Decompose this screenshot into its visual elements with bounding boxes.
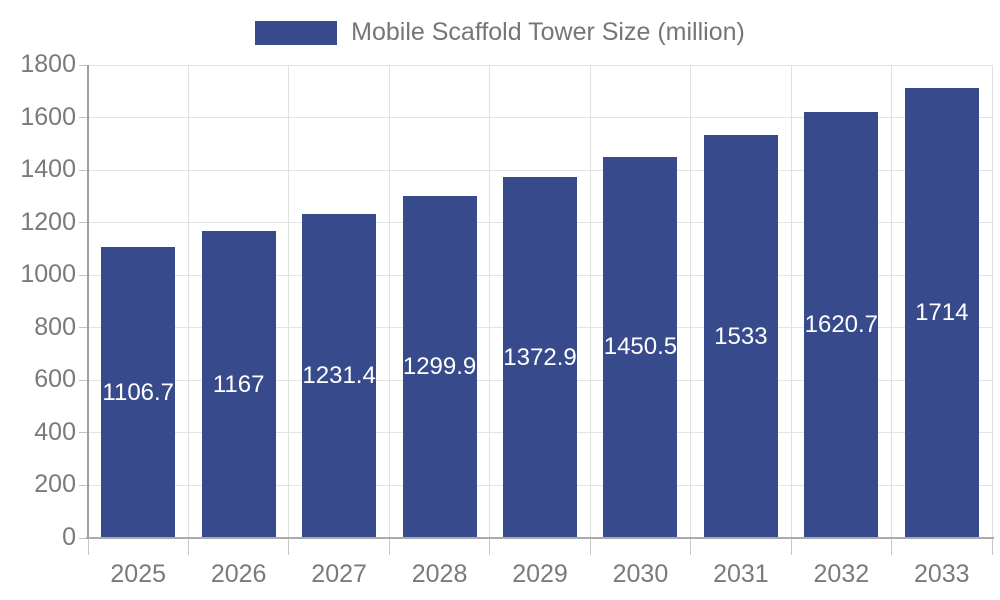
- x-axis-tick: [187, 538, 189, 555]
- plot-area: 0 200 400 600 800 1000 1200 1400 1600 1800 1106.7 2…: [20, 52, 994, 587]
- bar-value-label: 1533: [714, 322, 768, 350]
- y-axis-tick: [79, 537, 88, 539]
- x-tick-label: 2029: [512, 560, 568, 588]
- gridline-vertical: [690, 65, 692, 538]
- bar-value-label: 1620.7: [804, 311, 879, 339]
- x-axis-tick: [790, 538, 792, 555]
- y-tick-label: 800: [34, 312, 76, 341]
- x-tick-label: 2033: [913, 560, 970, 588]
- y-axis-tick: [79, 169, 88, 171]
- bar-2027[interactable]: 1231.4: [302, 214, 377, 538]
- legend-item[interactable]: Mobile Scaffold Tower Size (million): [0, 20, 1000, 45]
- gridline-vertical: [891, 65, 893, 538]
- y-axis-tick: [79, 432, 88, 434]
- bar-2031[interactable]: 1533: [703, 135, 778, 538]
- y-tick-label: 200: [34, 470, 76, 499]
- bar-2029[interactable]: 1372.9: [503, 177, 577, 538]
- bar-2032[interactable]: 1620.7: [804, 112, 879, 538]
- bar-value-label: 1167: [212, 370, 265, 398]
- y-tick-label: 1000: [20, 260, 76, 289]
- x-tick-label: 2025: [110, 560, 167, 588]
- x-axis-line: [86, 537, 994, 539]
- bar-value-label: 1714: [915, 298, 969, 326]
- gridline-vertical: [288, 65, 290, 538]
- gridline-vertical: [790, 65, 792, 538]
- x-axis-tick: [288, 538, 290, 555]
- y-tick-label: 1800: [20, 50, 76, 78]
- gridline-vertical: [991, 65, 993, 538]
- bar-2033[interactable]: 1714: [904, 87, 979, 538]
- gridline-vertical: [489, 65, 491, 538]
- x-axis-tick: [991, 538, 993, 555]
- x-axis-tick: [891, 538, 893, 555]
- legend-label: Mobile Scaffold Tower Size (million): [351, 18, 745, 46]
- y-tick-label: 0: [62, 523, 76, 551]
- x-axis-tick: [388, 538, 390, 555]
- y-axis-tick: [79, 64, 88, 66]
- y-axis-tick: [79, 117, 88, 119]
- legend-swatch: [255, 20, 338, 45]
- x-axis-tick: [589, 538, 591, 555]
- x-tick-label: 2030: [612, 560, 669, 588]
- y-axis-tick: [79, 484, 88, 486]
- y-axis-tick: [79, 274, 88, 276]
- y-axis-tick: [79, 222, 88, 224]
- x-tick-label: 2031: [713, 560, 769, 588]
- bar-value-label: 1299.9: [402, 353, 477, 381]
- y-tick-label: 1400: [20, 155, 76, 184]
- gridline-horizontal: [88, 169, 992, 171]
- bar-value-label: 1106.7: [102, 378, 175, 406]
- bar-2025[interactable]: 1106.7: [101, 247, 176, 538]
- x-tick-label: 2027: [311, 560, 367, 588]
- gridline-vertical: [589, 65, 591, 538]
- x-axis-tick: [489, 538, 491, 555]
- x-tick-label: 2028: [411, 560, 468, 588]
- y-tick-label: 400: [34, 417, 76, 446]
- y-tick-label: 1600: [20, 102, 76, 131]
- y-axis-line: [87, 65, 89, 538]
- bar-value-label: 1372.9: [503, 343, 577, 371]
- bar-value-label: 1231.4: [302, 362, 376, 390]
- y-axis-tick: [79, 379, 88, 381]
- y-axis-tick: [79, 327, 88, 329]
- gridline-vertical: [187, 65, 189, 538]
- x-axis-tick: [690, 538, 692, 555]
- y-tick-label: 1200: [20, 207, 76, 236]
- gridline-vertical: [388, 65, 390, 538]
- gridline-horizontal: [88, 64, 992, 66]
- x-tick-label: 2032: [813, 560, 870, 588]
- gridline-horizontal: [88, 117, 992, 119]
- bar-2026[interactable]: 1167: [201, 231, 276, 538]
- x-tick-label: 2026: [210, 560, 267, 588]
- bar-2030[interactable]: 1450.5: [603, 156, 678, 538]
- bar-2028[interactable]: 1299.9: [402, 196, 477, 538]
- bar-value-label: 1450.5: [603, 333, 678, 361]
- y-tick-label: 600: [34, 365, 76, 394]
- x-axis-tick: [87, 538, 89, 555]
